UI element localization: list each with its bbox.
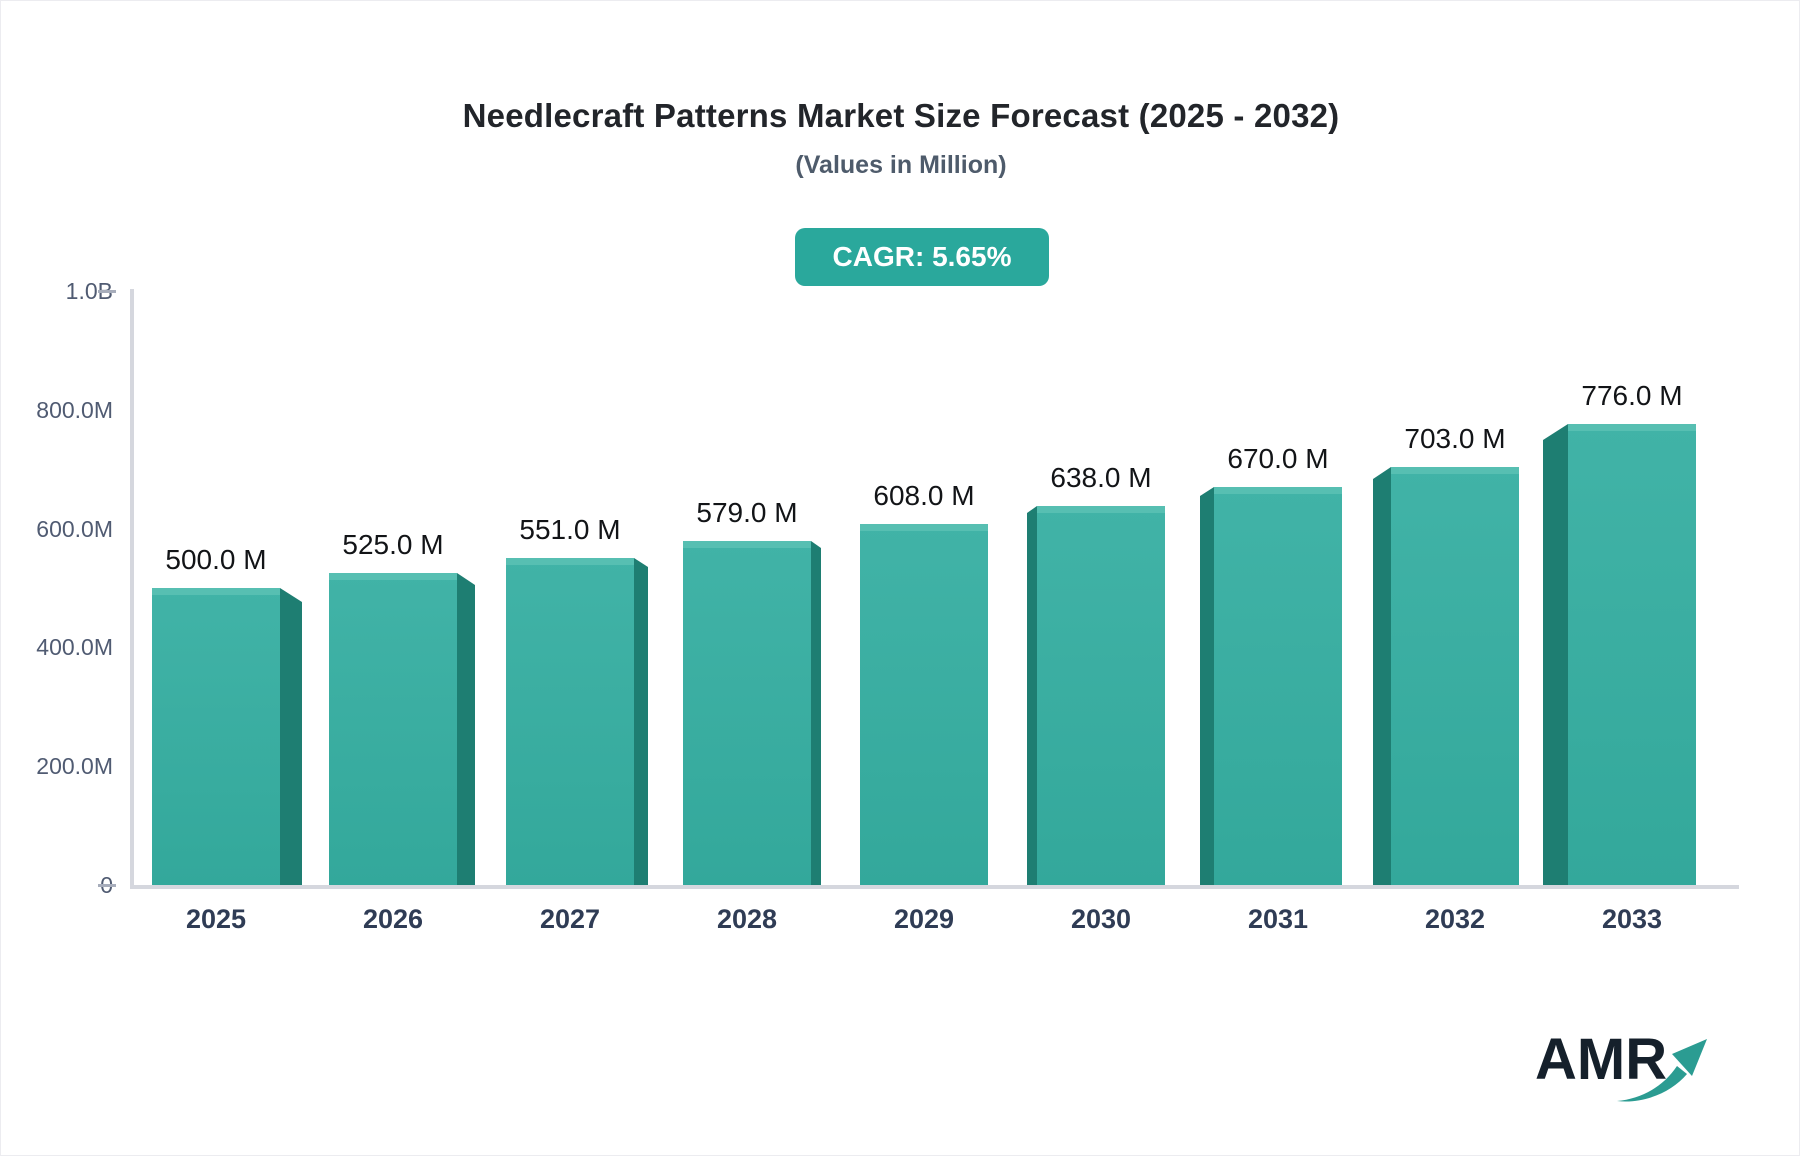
bar-front-face bbox=[329, 573, 457, 885]
x-axis-tick-label: 2032 bbox=[1424, 904, 1486, 934]
bar-top-strip bbox=[1037, 506, 1165, 513]
bar-side-face bbox=[1027, 506, 1037, 885]
bar-side-face bbox=[457, 573, 475, 885]
x-axis-tick-label: 2033 bbox=[1601, 904, 1663, 934]
y-axis-tick-dash bbox=[98, 290, 116, 293]
bar-front-face bbox=[1568, 424, 1696, 885]
bar-side-face bbox=[280, 588, 302, 885]
y-axis-tick-label: 200.0M bbox=[36, 753, 113, 780]
bar-value-label: 638.0 M bbox=[1050, 462, 1152, 493]
bar-value-label: 525.0 M bbox=[342, 529, 444, 560]
x-axis-tick-label: 2028 bbox=[716, 904, 778, 934]
bar-front-face bbox=[860, 524, 988, 885]
x-axis-tick-label: 2030 bbox=[1070, 904, 1132, 934]
amr-logo: AMR bbox=[1535, 1031, 1735, 1121]
bar-side-face bbox=[634, 558, 648, 885]
bar-top-strip bbox=[1391, 467, 1519, 474]
bar-front-face bbox=[152, 588, 280, 885]
y-axis-tick-label: 600.0M bbox=[36, 515, 113, 542]
bar-side-face bbox=[1200, 487, 1214, 885]
y-axis-tick-label: 800.0M bbox=[36, 396, 113, 423]
chart-subtitle: (Values in Million) bbox=[795, 151, 1007, 179]
bar-front-face bbox=[1214, 487, 1342, 885]
bar-front-face bbox=[1037, 506, 1165, 885]
chart-title: Needlecraft Patterns Market Size Forecas… bbox=[462, 97, 1340, 134]
bar-front-face bbox=[1391, 467, 1519, 885]
bar-top-strip bbox=[860, 524, 988, 531]
bar-top-strip bbox=[683, 541, 811, 548]
trend-up-arrow-icon bbox=[1617, 1039, 1707, 1102]
x-axis-tick-label: 2029 bbox=[893, 904, 955, 934]
bar-value-label: 579.0 M bbox=[696, 497, 798, 528]
cagr-badge-row: CAGR: 5.65% bbox=[1, 228, 1799, 286]
x-axis-tick-label: 2026 bbox=[362, 904, 424, 934]
bar-side-face bbox=[1543, 424, 1568, 885]
bar-top-strip bbox=[1214, 487, 1342, 494]
x-axis-tick-label: 2025 bbox=[185, 904, 247, 934]
bar-value-label: 670.0 M bbox=[1227, 443, 1329, 474]
bar-value-label: 608.0 M bbox=[873, 480, 975, 511]
bar-front-face bbox=[683, 541, 811, 885]
bar-top-strip bbox=[152, 588, 280, 595]
bar-side-face bbox=[811, 541, 821, 885]
amr-logo-text: AMR bbox=[1535, 1027, 1668, 1092]
cagr-badge: CAGR: 5.65% bbox=[794, 228, 1050, 286]
bar-front-face bbox=[506, 558, 634, 885]
y-axis-tick-label: 0 bbox=[1, 872, 113, 899]
y-axis-line bbox=[130, 289, 134, 889]
bar-value-label: 500.0 M bbox=[165, 544, 267, 575]
bar-value-label: 551.0 M bbox=[519, 514, 621, 545]
bar-side-face bbox=[1373, 467, 1391, 885]
bar-value-label: 703.0 M bbox=[1404, 423, 1506, 454]
bar-top-strip bbox=[506, 558, 634, 565]
y-axis-tick-dash bbox=[98, 884, 116, 887]
y-axis-tick-label: 400.0M bbox=[36, 634, 113, 661]
x-axis-tick-label: 2027 bbox=[539, 904, 601, 934]
bar-value-label: 776.0 M bbox=[1581, 380, 1683, 411]
bar-top-strip bbox=[329, 573, 457, 580]
x-axis-tick-label: 2031 bbox=[1247, 904, 1309, 934]
x-axis-line bbox=[130, 885, 1739, 889]
y-axis-tick-label: 1.0B bbox=[65, 278, 113, 304]
bar-top-strip bbox=[1568, 424, 1696, 431]
